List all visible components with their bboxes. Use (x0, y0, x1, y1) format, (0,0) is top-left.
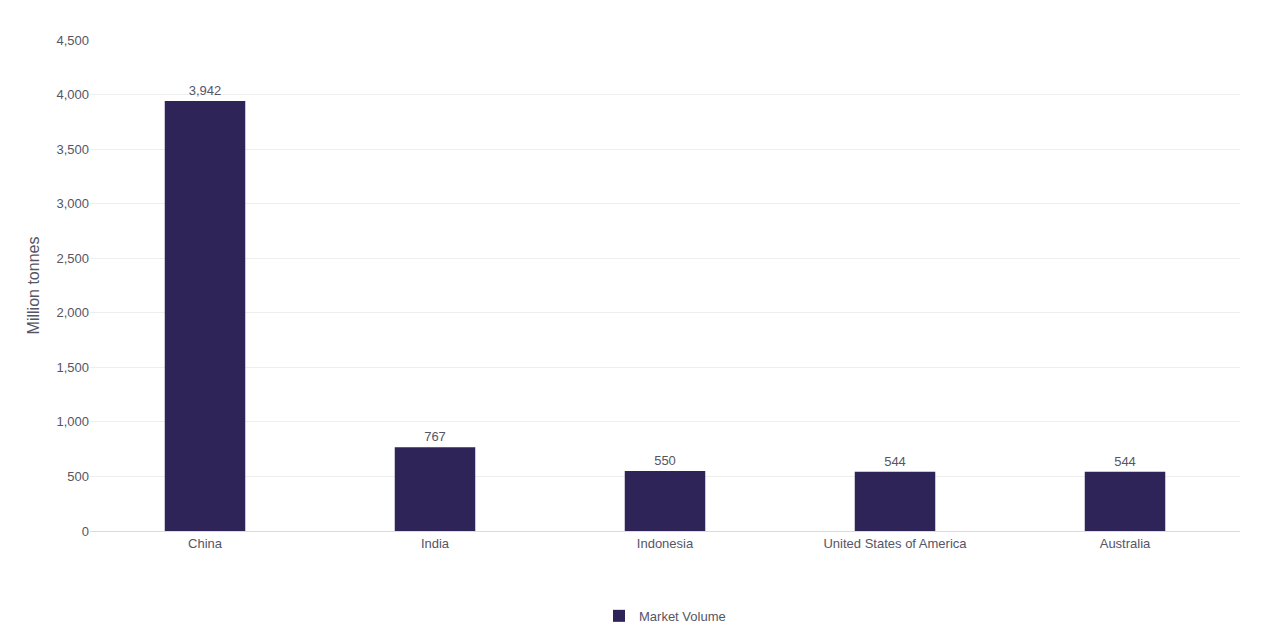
svg-text:3,500: 3,500 (56, 142, 89, 157)
svg-text:544: 544 (1114, 454, 1136, 469)
svg-text:3,000: 3,000 (56, 196, 89, 211)
svg-text:Indonesia: Indonesia (637, 536, 694, 551)
svg-text:4,000: 4,000 (56, 87, 89, 102)
svg-text:767: 767 (424, 429, 446, 444)
svg-text:4,500: 4,500 (56, 33, 89, 48)
svg-text:1,500: 1,500 (56, 360, 89, 375)
svg-text:0: 0 (82, 524, 89, 539)
svg-text:Australia: Australia (1100, 536, 1151, 551)
svg-text:3,942: 3,942 (189, 83, 222, 98)
svg-text:Market Volume: Market Volume (639, 609, 726, 624)
svg-text:544: 544 (884, 454, 906, 469)
svg-text:550: 550 (654, 453, 676, 468)
svg-text:United States of America: United States of America (823, 536, 967, 551)
svg-text:1,000: 1,000 (56, 414, 89, 429)
svg-text:2,500: 2,500 (56, 251, 89, 266)
svg-text:Million tonnes: Million tonnes (25, 237, 42, 335)
svg-text:India: India (421, 536, 450, 551)
svg-text:500: 500 (67, 469, 89, 484)
svg-text:2,000: 2,000 (56, 305, 89, 320)
svg-text:China: China (188, 536, 223, 551)
